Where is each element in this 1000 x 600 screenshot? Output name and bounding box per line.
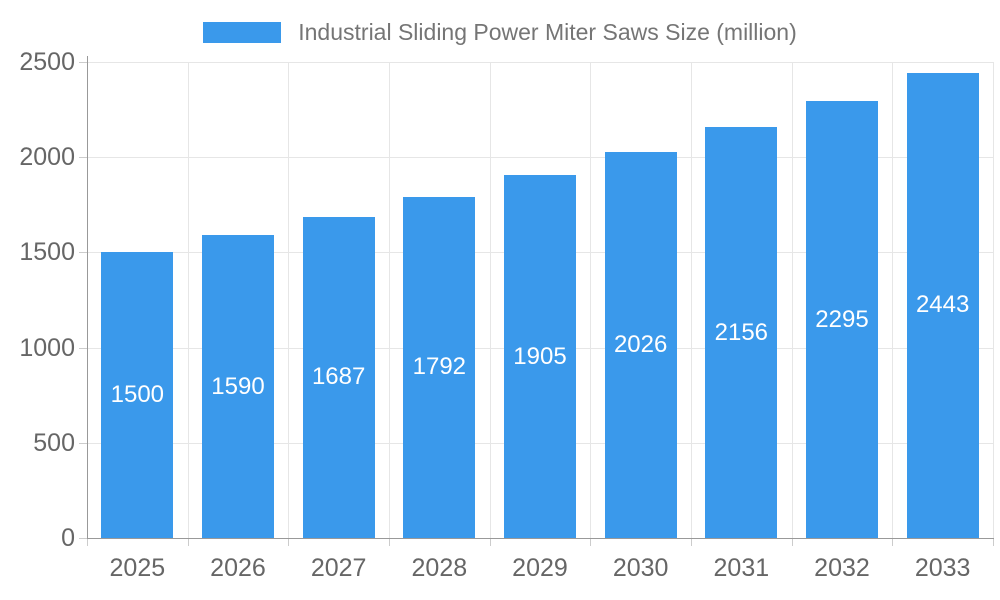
bar-value-label: 1905 (513, 342, 567, 370)
y-tick (79, 442, 87, 444)
gridline-v (892, 62, 894, 538)
y-axis-label: 1000 (19, 333, 75, 362)
y-tick (79, 62, 87, 63)
x-axis-label: 2028 (411, 554, 468, 582)
bar-2030[interactable]: 2026 (604, 152, 677, 538)
gridline-h (87, 157, 993, 159)
x-tick (87, 538, 88, 546)
gridline-v (590, 62, 592, 538)
bar-2028[interactable]: 1792 (403, 196, 476, 538)
bar-value-label: 2156 (714, 318, 769, 346)
bar-2026[interactable]: 1590 (202, 235, 274, 538)
legend-swatch (203, 21, 282, 43)
gridline-v (791, 62, 793, 538)
gridline-v (489, 62, 491, 538)
y-axis-line (87, 56, 88, 539)
y-axis-label: 2500 (19, 48, 75, 76)
bar-value-label: 2026 (613, 331, 668, 359)
x-tick (892, 538, 894, 546)
gridline-v (288, 62, 290, 538)
x-axis-label: 2033 (914, 554, 971, 582)
bar-value-label: 1687 (311, 363, 366, 391)
x-axis-label: 2030 (612, 554, 669, 582)
bar-2033[interactable]: 2443 (906, 72, 979, 538)
legend-label: Industrial Sliding Power Miter Saws Size… (298, 18, 797, 45)
x-axis-label: 2027 (310, 554, 367, 582)
x-axis-label: 2026 (210, 554, 266, 582)
bar-2027[interactable]: 1687 (302, 216, 375, 538)
gridline-v (389, 62, 390, 538)
x-tick (791, 538, 793, 546)
x-axis-line (87, 538, 994, 539)
x-tick (187, 538, 189, 546)
y-axis-label: 500 (33, 428, 75, 457)
gridline-v (993, 62, 994, 538)
x-axis-label: 2029 (512, 554, 568, 582)
x-tick (691, 538, 692, 546)
bar-value-label: 2443 (915, 291, 970, 319)
x-axis-label: 2032 (814, 554, 870, 582)
bar-value-label: 1590 (211, 372, 265, 400)
bar-value-label: 1500 (110, 381, 165, 409)
bar-2031[interactable]: 2156 (705, 127, 778, 538)
gridline-h (87, 62, 993, 63)
y-tick (79, 538, 87, 539)
y-axis-label: 2000 (19, 143, 75, 172)
x-tick (993, 538, 994, 546)
y-axis-label: 1500 (19, 238, 75, 267)
y-tick (79, 347, 87, 349)
x-axis-label: 2025 (109, 554, 166, 582)
bar-value-label: 2295 (815, 305, 869, 333)
gridline-v (187, 62, 189, 538)
bar-value-label: 1792 (412, 353, 467, 381)
bar-2029[interactable]: 1905 (504, 175, 576, 538)
y-tick (79, 157, 87, 159)
x-tick (288, 538, 290, 546)
chart-legend[interactable]: Industrial Sliding Power Miter Saws Size… (0, 18, 1000, 46)
x-tick (489, 538, 491, 546)
y-axis-label: 0 (61, 524, 75, 552)
x-tick (389, 538, 390, 546)
gridline-v (691, 62, 692, 538)
y-tick (79, 252, 87, 254)
x-axis-label: 2031 (713, 554, 770, 582)
bar-2025[interactable]: 1500 (101, 252, 174, 538)
bar-2032[interactable]: 2295 (806, 101, 878, 538)
x-tick (590, 538, 592, 546)
